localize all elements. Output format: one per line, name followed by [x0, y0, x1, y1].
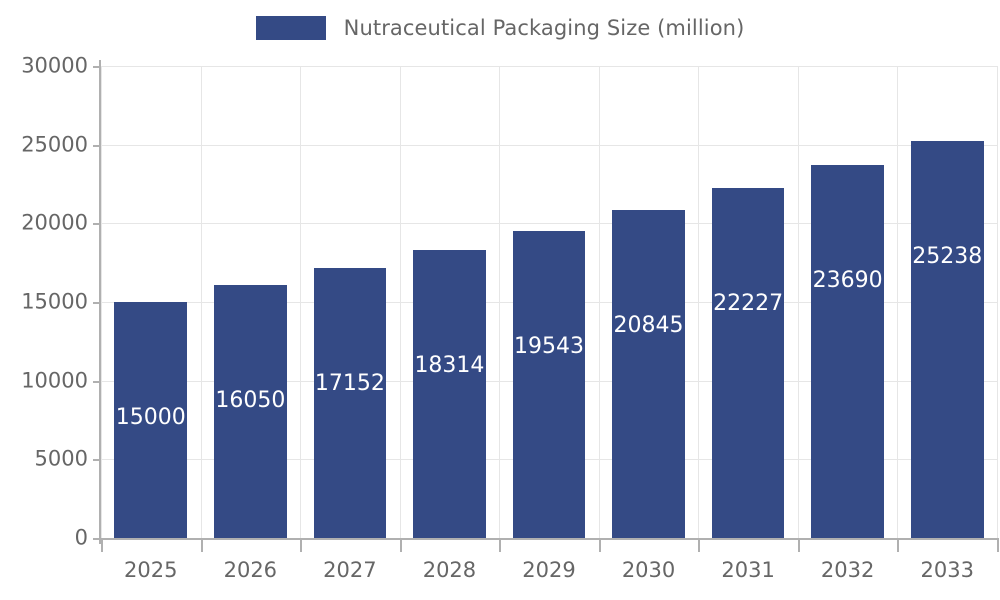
- x-axis-tick-mark: [499, 538, 502, 552]
- legend-entry-nutraceutical-packaging-size[interactable]: Nutraceutical Packaging Size (million): [255, 16, 745, 40]
- bar[interactable]: [612, 210, 685, 538]
- gridline-vertical: [200, 66, 202, 538]
- y-axis-tick-label: 5000: [34, 446, 88, 471]
- gridline-vertical: [997, 66, 998, 538]
- gridline-horizontal: [101, 144, 997, 146]
- gridline-vertical: [598, 66, 600, 538]
- bar-value-label: 22227: [713, 291, 784, 317]
- bar[interactable]: [114, 302, 188, 538]
- bar-value-label: 19543: [514, 333, 584, 359]
- x-axis-tick-label: 2030: [621, 558, 676, 582]
- bar[interactable]: [213, 285, 287, 538]
- x-axis-tick-label: 2031: [721, 558, 775, 582]
- bar-value-label: 25238: [912, 243, 983, 269]
- x-axis-tick-mark: [897, 538, 900, 552]
- x-axis-tick-label: 2032: [820, 558, 875, 582]
- x-axis-tick-mark: [797, 538, 800, 552]
- bar-value-label: 23690: [812, 268, 883, 294]
- x-axis-tick-label: 2029: [522, 558, 576, 582]
- x-axis-tick-mark: [200, 538, 203, 552]
- x-axis-tick-label: 2025: [124, 558, 178, 582]
- y-axis-tick-mark: [93, 66, 101, 68]
- y-axis-tick-label: 0: [74, 525, 88, 550]
- gridline-vertical: [399, 66, 401, 538]
- y-axis-tick-mark: [93, 538, 101, 540]
- gridline-horizontal: [101, 223, 997, 225]
- y-axis-tick-mark: [93, 144, 101, 147]
- bar-value-label: 16050: [215, 388, 286, 414]
- legend-label: Nutraceutical Packaging Size (million): [343, 16, 745, 40]
- y-axis-tick-mark: [93, 223, 101, 226]
- gridline-vertical: [897, 66, 899, 538]
- bar-value-label: 20845: [613, 313, 684, 339]
- y-axis-tick-label: 15000: [21, 289, 88, 314]
- plot-area: [101, 66, 998, 538]
- x-axis-tick-mark: [101, 538, 103, 552]
- bar-value-label: 15000: [115, 405, 186, 430]
- x-axis-tick-mark: [997, 538, 999, 552]
- bar[interactable]: [512, 230, 586, 538]
- gridline-vertical: [300, 66, 302, 538]
- bar[interactable]: [910, 140, 984, 538]
- bar[interactable]: [313, 268, 387, 538]
- bar[interactable]: [811, 165, 884, 538]
- y-axis-tick-mark: [93, 380, 101, 383]
- bar[interactable]: [413, 249, 486, 538]
- gridline-vertical: [797, 66, 799, 538]
- x-axis-tick-label: 2028: [422, 558, 477, 582]
- gridline-vertical: [101, 66, 102, 538]
- x-axis-tick-mark: [598, 538, 601, 552]
- x-axis-tick-mark: [698, 538, 701, 552]
- y-axis-tick-mark: [93, 302, 101, 304]
- y-axis-tick-label: 30000: [21, 53, 88, 78]
- x-axis-tick-mark: [300, 538, 303, 552]
- y-axis-tick-labels: 0 5000 10000 15000 20000 25000 30000: [0, 0, 88, 600]
- y-axis-tick-label: 25000: [21, 132, 88, 157]
- bar[interactable]: [711, 188, 785, 538]
- gridline-vertical: [499, 66, 501, 538]
- gridline-horizontal: [101, 66, 997, 67]
- x-axis-tick-label: 2027: [323, 558, 377, 582]
- bar-value-label: 17152: [314, 371, 385, 397]
- y-axis-tick-label: 20000: [21, 210, 88, 235]
- chart-legend: Nutraceutical Packaging Size (million): [0, 0, 1000, 56]
- y-axis-tick-mark: [93, 459, 101, 462]
- gridline-vertical: [698, 66, 700, 538]
- legend-swatch-icon: [255, 16, 326, 40]
- y-axis-tick-label: 10000: [21, 368, 88, 393]
- x-axis-spine: [93, 538, 997, 540]
- bar-value-label: 18314: [414, 352, 485, 378]
- x-axis-tick-label: 2026: [223, 558, 278, 582]
- x-axis-tick-mark: [399, 538, 402, 552]
- x-axis-tick-label: 2033: [920, 558, 974, 582]
